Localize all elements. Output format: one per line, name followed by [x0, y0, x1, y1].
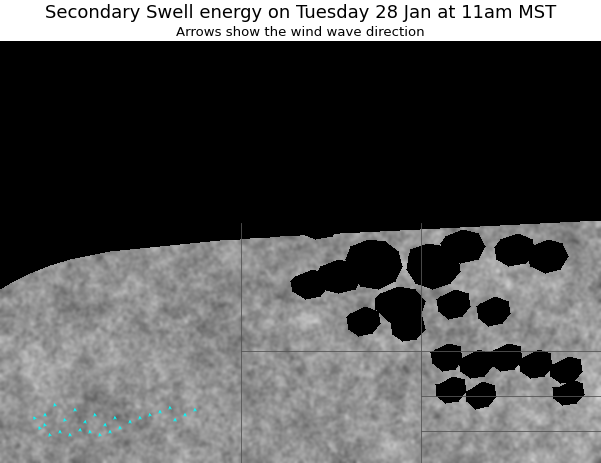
- Text: Secondary Swell energy on Tuesday 28 Jan at 11am MST: Secondary Swell energy on Tuesday 28 Jan…: [45, 4, 556, 22]
- Text: Arrows show the wind wave direction: Arrows show the wind wave direction: [176, 26, 425, 39]
